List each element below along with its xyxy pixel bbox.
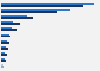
Bar bbox=[1, 42, 9, 44]
Bar bbox=[1, 29, 17, 31]
Bar bbox=[1, 17, 33, 19]
Bar bbox=[1, 36, 10, 37]
Bar bbox=[1, 9, 70, 11]
Bar bbox=[1, 21, 14, 23]
Bar bbox=[1, 54, 7, 56]
Bar bbox=[1, 3, 94, 5]
Bar bbox=[1, 15, 27, 17]
Bar bbox=[1, 66, 4, 68]
Bar bbox=[1, 64, 3, 66]
Bar bbox=[1, 46, 6, 48]
Bar bbox=[1, 40, 7, 42]
Bar bbox=[1, 5, 83, 7]
Bar bbox=[1, 60, 6, 62]
Bar bbox=[1, 34, 9, 36]
Bar bbox=[1, 27, 12, 29]
Bar bbox=[1, 52, 6, 54]
Bar bbox=[1, 58, 5, 60]
Bar bbox=[1, 23, 20, 25]
Bar bbox=[1, 48, 8, 50]
Bar bbox=[1, 11, 57, 13]
